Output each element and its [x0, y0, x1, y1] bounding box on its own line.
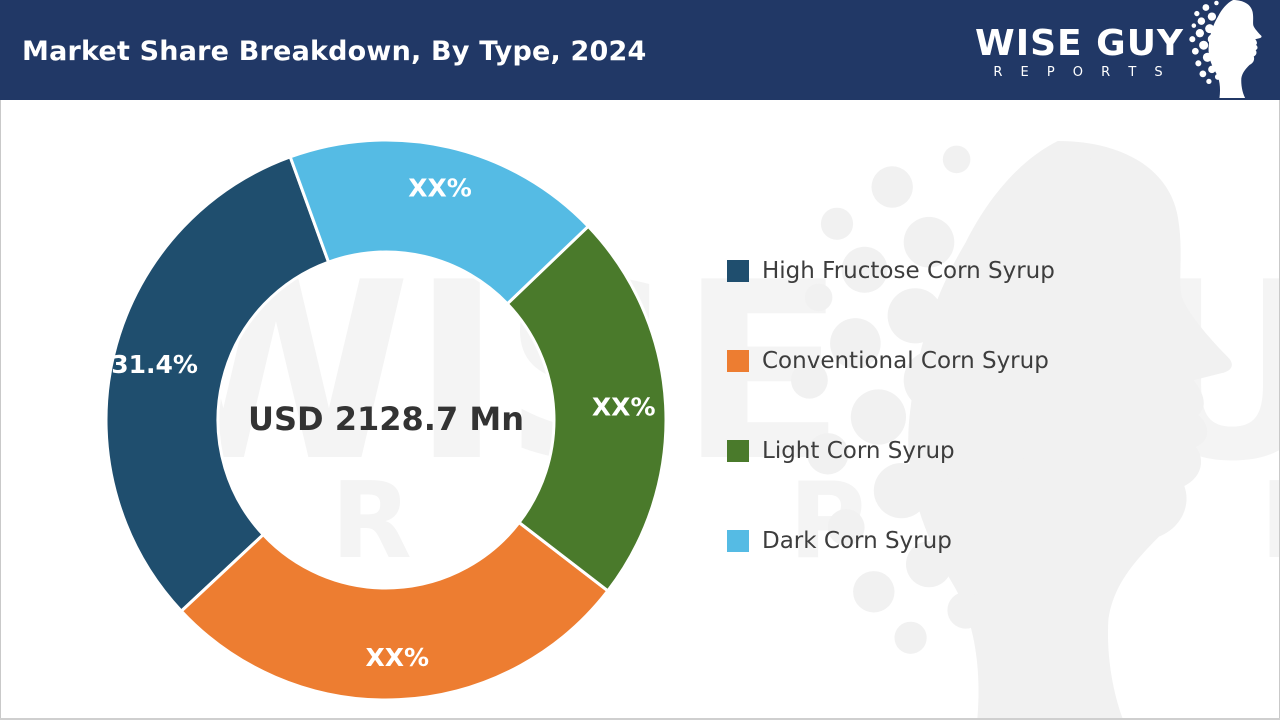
header: Market Share Breakdown, By Type, 2024 WI…	[0, 0, 1280, 100]
legend-item-high-fructose-corn-syrup: High Fructose Corn Syrup	[727, 258, 1055, 284]
logo-subtitle: R E P O R T S	[993, 65, 1170, 80]
legend-item-label: Light Corn Syrup	[762, 438, 955, 464]
donut-chart: 31.4% XX% XX% XX%	[104, 138, 668, 702]
segment-pct-label: XX%	[408, 174, 472, 203]
chart-stage: WISE GUY R E P O R T S 31.4%XX%XX%XX% US…	[0, 100, 1280, 718]
legend-item-label: Conventional Corn Syrup	[762, 348, 1049, 374]
donut-center-value: USD 2128.7 Mn	[248, 400, 524, 438]
legend-swatch	[727, 260, 749, 282]
segment-pct-label: XX%	[592, 393, 656, 422]
segment-pct-label: 31.4%	[111, 350, 198, 379]
donut-segment-1	[179, 520, 610, 702]
legend-swatch	[727, 440, 749, 462]
legend-item-label: Dark Corn Syrup	[762, 528, 952, 554]
legend-item-conventional-corn-syrup: Conventional Corn Syrup	[727, 348, 1055, 374]
donut-segment-2	[505, 224, 668, 593]
segment-pct-label: XX%	[365, 643, 429, 672]
wiseguy-logo: WISE GUY R E P O R T S	[975, 0, 1266, 100]
legend: High Fructose Corn Syrup Conventional Co…	[727, 258, 1055, 618]
donut-segment-0	[104, 154, 331, 614]
logo-wordmark: WISE GUY	[974, 23, 1184, 64]
page-title: Market Share Breakdown, By Type, 2024	[22, 36, 647, 67]
legend-item-dark-corn-syrup: Dark Corn Syrup	[727, 528, 1055, 554]
wiseguy-face-icon	[1189, 0, 1262, 98]
wiseguy-logo-text: WISE GUY R E P O R T S	[974, 23, 1184, 81]
legend-swatch	[727, 530, 749, 552]
legend-swatch	[727, 350, 749, 372]
legend-item-light-corn-syrup: Light Corn Syrup	[727, 438, 1055, 464]
legend-item-label: High Fructose Corn Syrup	[762, 258, 1055, 284]
donut-segment-3	[288, 138, 591, 306]
